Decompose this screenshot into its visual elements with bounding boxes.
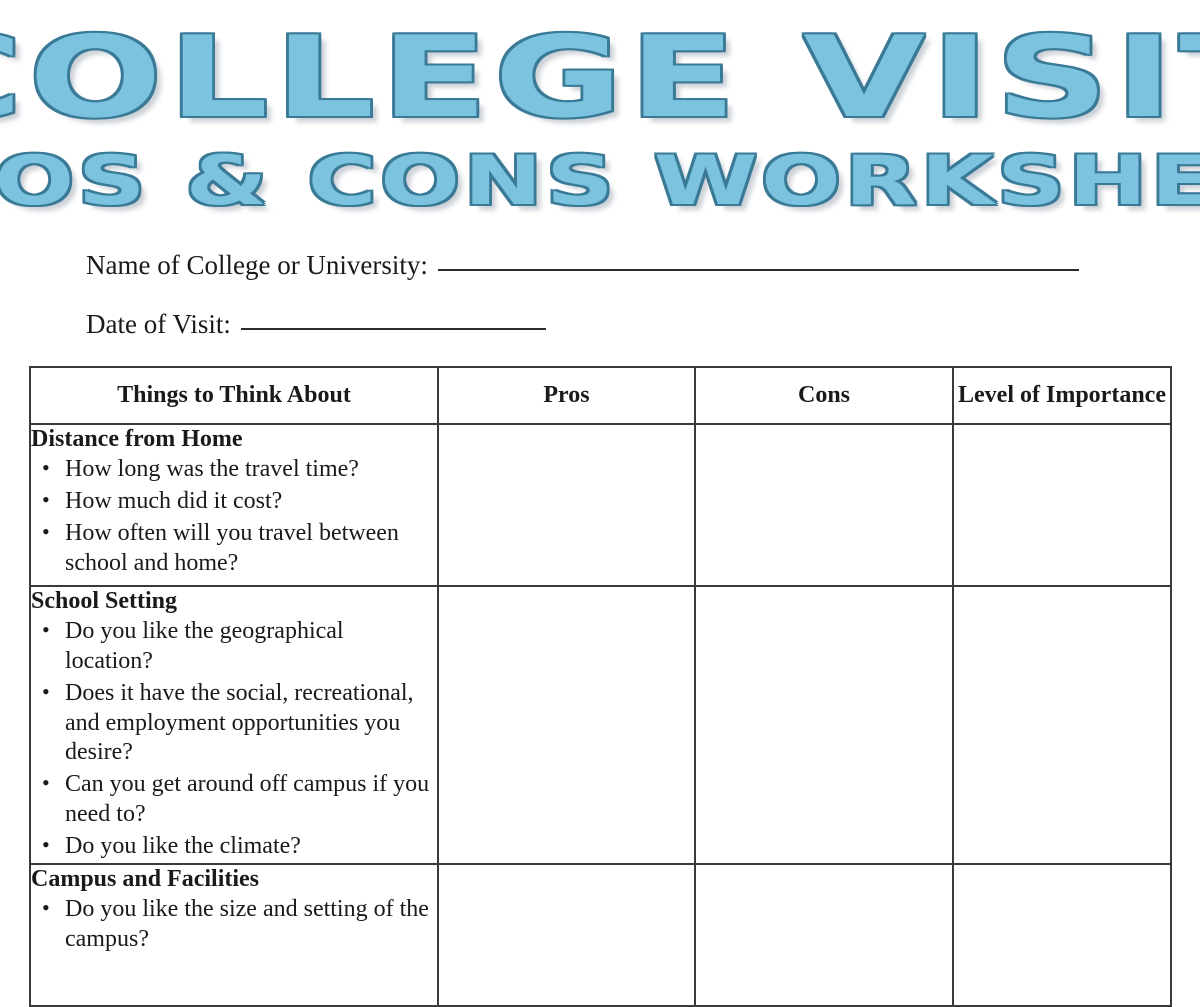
- table-row: Campus and Facilities Do you like the si…: [29, 863, 1172, 1007]
- title-line-secondary: PROS & CONS WORKSHEET: [0, 142, 1200, 221]
- list-item: How long was the travel time?: [31, 454, 437, 485]
- topic-heading: Distance from Home: [31, 426, 243, 452]
- list-item: How often will you travel between school…: [31, 518, 437, 579]
- level-cell[interactable]: [952, 863, 1172, 1007]
- topic-question-list: Do you like the geographical location? D…: [31, 616, 437, 862]
- list-item: Do you like the climate?: [31, 831, 437, 862]
- form-fields: Name of College or University: Date of V…: [0, 250, 1200, 340]
- list-item: Does it have the social, recreational, a…: [31, 678, 437, 768]
- field-date-of-visit-input[interactable]: [240, 328, 546, 331]
- cons-cell[interactable]: [694, 863, 954, 1007]
- field-college-name-label: Name of College or University:: [86, 250, 428, 280]
- list-item: Can you get around off campus if you nee…: [31, 769, 437, 830]
- list-item: Do you like the size and setting of the …: [31, 894, 437, 955]
- topic-question-list: How long was the travel time? How much d…: [31, 454, 437, 579]
- topic-heading: Campus and Facilities: [31, 866, 260, 892]
- topic-cell-distance-from-home: Distance from Home How long was the trav…: [29, 423, 439, 587]
- pros-cons-table: Things to Think About Pros Cons Level of…: [29, 366, 1172, 1007]
- column-header-cons: Cons: [694, 366, 954, 425]
- cons-cell[interactable]: [694, 423, 954, 587]
- topic-heading: School Setting: [31, 588, 178, 614]
- field-date-of-visit-label: Date of Visit:: [86, 309, 231, 340]
- table-row: School Setting Do you like the geographi…: [29, 585, 1172, 865]
- topic-cell-campus-and-facilities: Campus and Facilities Do you like the si…: [29, 863, 439, 1007]
- title-line-primary: COLLEGE VISIT: [0, 13, 1200, 143]
- column-header-topic: Things to Think About: [29, 366, 439, 425]
- pros-cell[interactable]: [437, 423, 696, 587]
- list-item: Do you like the geographical location?: [31, 616, 437, 677]
- cons-cell[interactable]: [694, 585, 954, 865]
- topic-question-list: Do you like the size and setting of the …: [31, 894, 437, 955]
- level-cell[interactable]: [952, 423, 1172, 587]
- field-college-name-input[interactable]: [437, 269, 1079, 271]
- topic-cell-school-setting: School Setting Do you like the geographi…: [29, 585, 439, 865]
- pros-cell[interactable]: [437, 863, 696, 1007]
- table-row: Distance from Home How long was the trav…: [29, 423, 1172, 587]
- list-item: How much did it cost?: [31, 486, 437, 517]
- field-college-name: Name of College or University:: [86, 250, 1200, 281]
- level-cell[interactable]: [952, 585, 1172, 865]
- worksheet-title: COLLEGE VISIT PROS & CONS WORKSHEET: [0, 0, 1200, 216]
- column-header-pros: Pros: [437, 366, 696, 425]
- column-header-level: Level of Importance: [952, 366, 1172, 425]
- table-header-row: Things to Think About Pros Cons Level of…: [29, 366, 1172, 425]
- field-date-of-visit: Date of Visit:: [86, 309, 1200, 340]
- pros-cell[interactable]: [437, 585, 696, 865]
